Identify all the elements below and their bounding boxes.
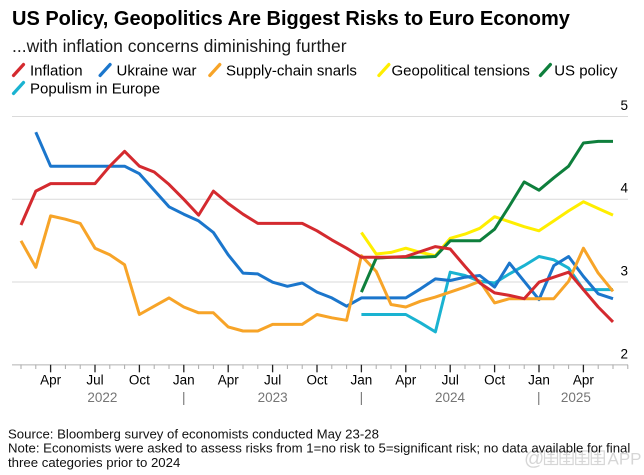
svg-text:@: @	[524, 448, 544, 470]
svg-text:5: 5	[620, 98, 628, 113]
svg-text:2024: 2024	[435, 390, 466, 405]
svg-text:2022: 2022	[87, 390, 117, 405]
svg-text:US policy: US policy	[554, 63, 618, 80]
svg-text:2023: 2023	[258, 390, 288, 405]
svg-text:Oct: Oct	[306, 373, 327, 388]
svg-text:Supply-chain snarls: Supply-chain snarls	[226, 63, 357, 80]
svg-text:US Policy, Geopolitics Are Big: US Policy, Geopolitics Are Biggest Risks…	[12, 8, 571, 30]
svg-text:Inflation: Inflation	[30, 63, 83, 80]
svg-text:|: |	[182, 390, 186, 405]
svg-text:Apr: Apr	[573, 373, 595, 388]
svg-text:Ukraine war: Ukraine war	[117, 63, 197, 80]
svg-text:three categories prior to 2024: three categories prior to 2024	[8, 455, 180, 470]
svg-text:Oct: Oct	[484, 373, 505, 388]
svg-text:Oct: Oct	[129, 373, 150, 388]
svg-text:Apr: Apr	[40, 373, 62, 388]
svg-text:Jul: Jul	[264, 373, 281, 388]
svg-text:Populism in Europe: Populism in Europe	[30, 81, 160, 98]
svg-text:Jan: Jan	[528, 373, 550, 388]
svg-text:4: 4	[620, 181, 628, 196]
svg-text:...with inflation concerns dim: ...with inflation concerns diminishing f…	[12, 36, 347, 56]
svg-text:|: |	[537, 390, 541, 405]
svg-text:Geopolitical tensions: Geopolitical tensions	[392, 63, 530, 80]
svg-text:Note: Economists were asked to: Note: Economists were asked to assess ri…	[8, 441, 630, 456]
svg-text:Jul: Jul	[86, 373, 103, 388]
svg-text:3: 3	[620, 264, 628, 279]
svg-text:Jan: Jan	[351, 373, 373, 388]
svg-text:Jul: Jul	[442, 373, 459, 388]
svg-text:2: 2	[620, 347, 628, 362]
svg-text:2025: 2025	[561, 390, 591, 405]
svg-text:Jan: Jan	[173, 373, 195, 388]
svg-text:|: |	[360, 390, 364, 405]
svg-text:APP: APP	[608, 450, 642, 469]
svg-text:Apr: Apr	[218, 373, 240, 388]
svg-text:Apr: Apr	[395, 373, 417, 388]
svg-text:Source: Bloomberg survey of ec: Source: Bloomberg survey of economists c…	[8, 426, 379, 441]
